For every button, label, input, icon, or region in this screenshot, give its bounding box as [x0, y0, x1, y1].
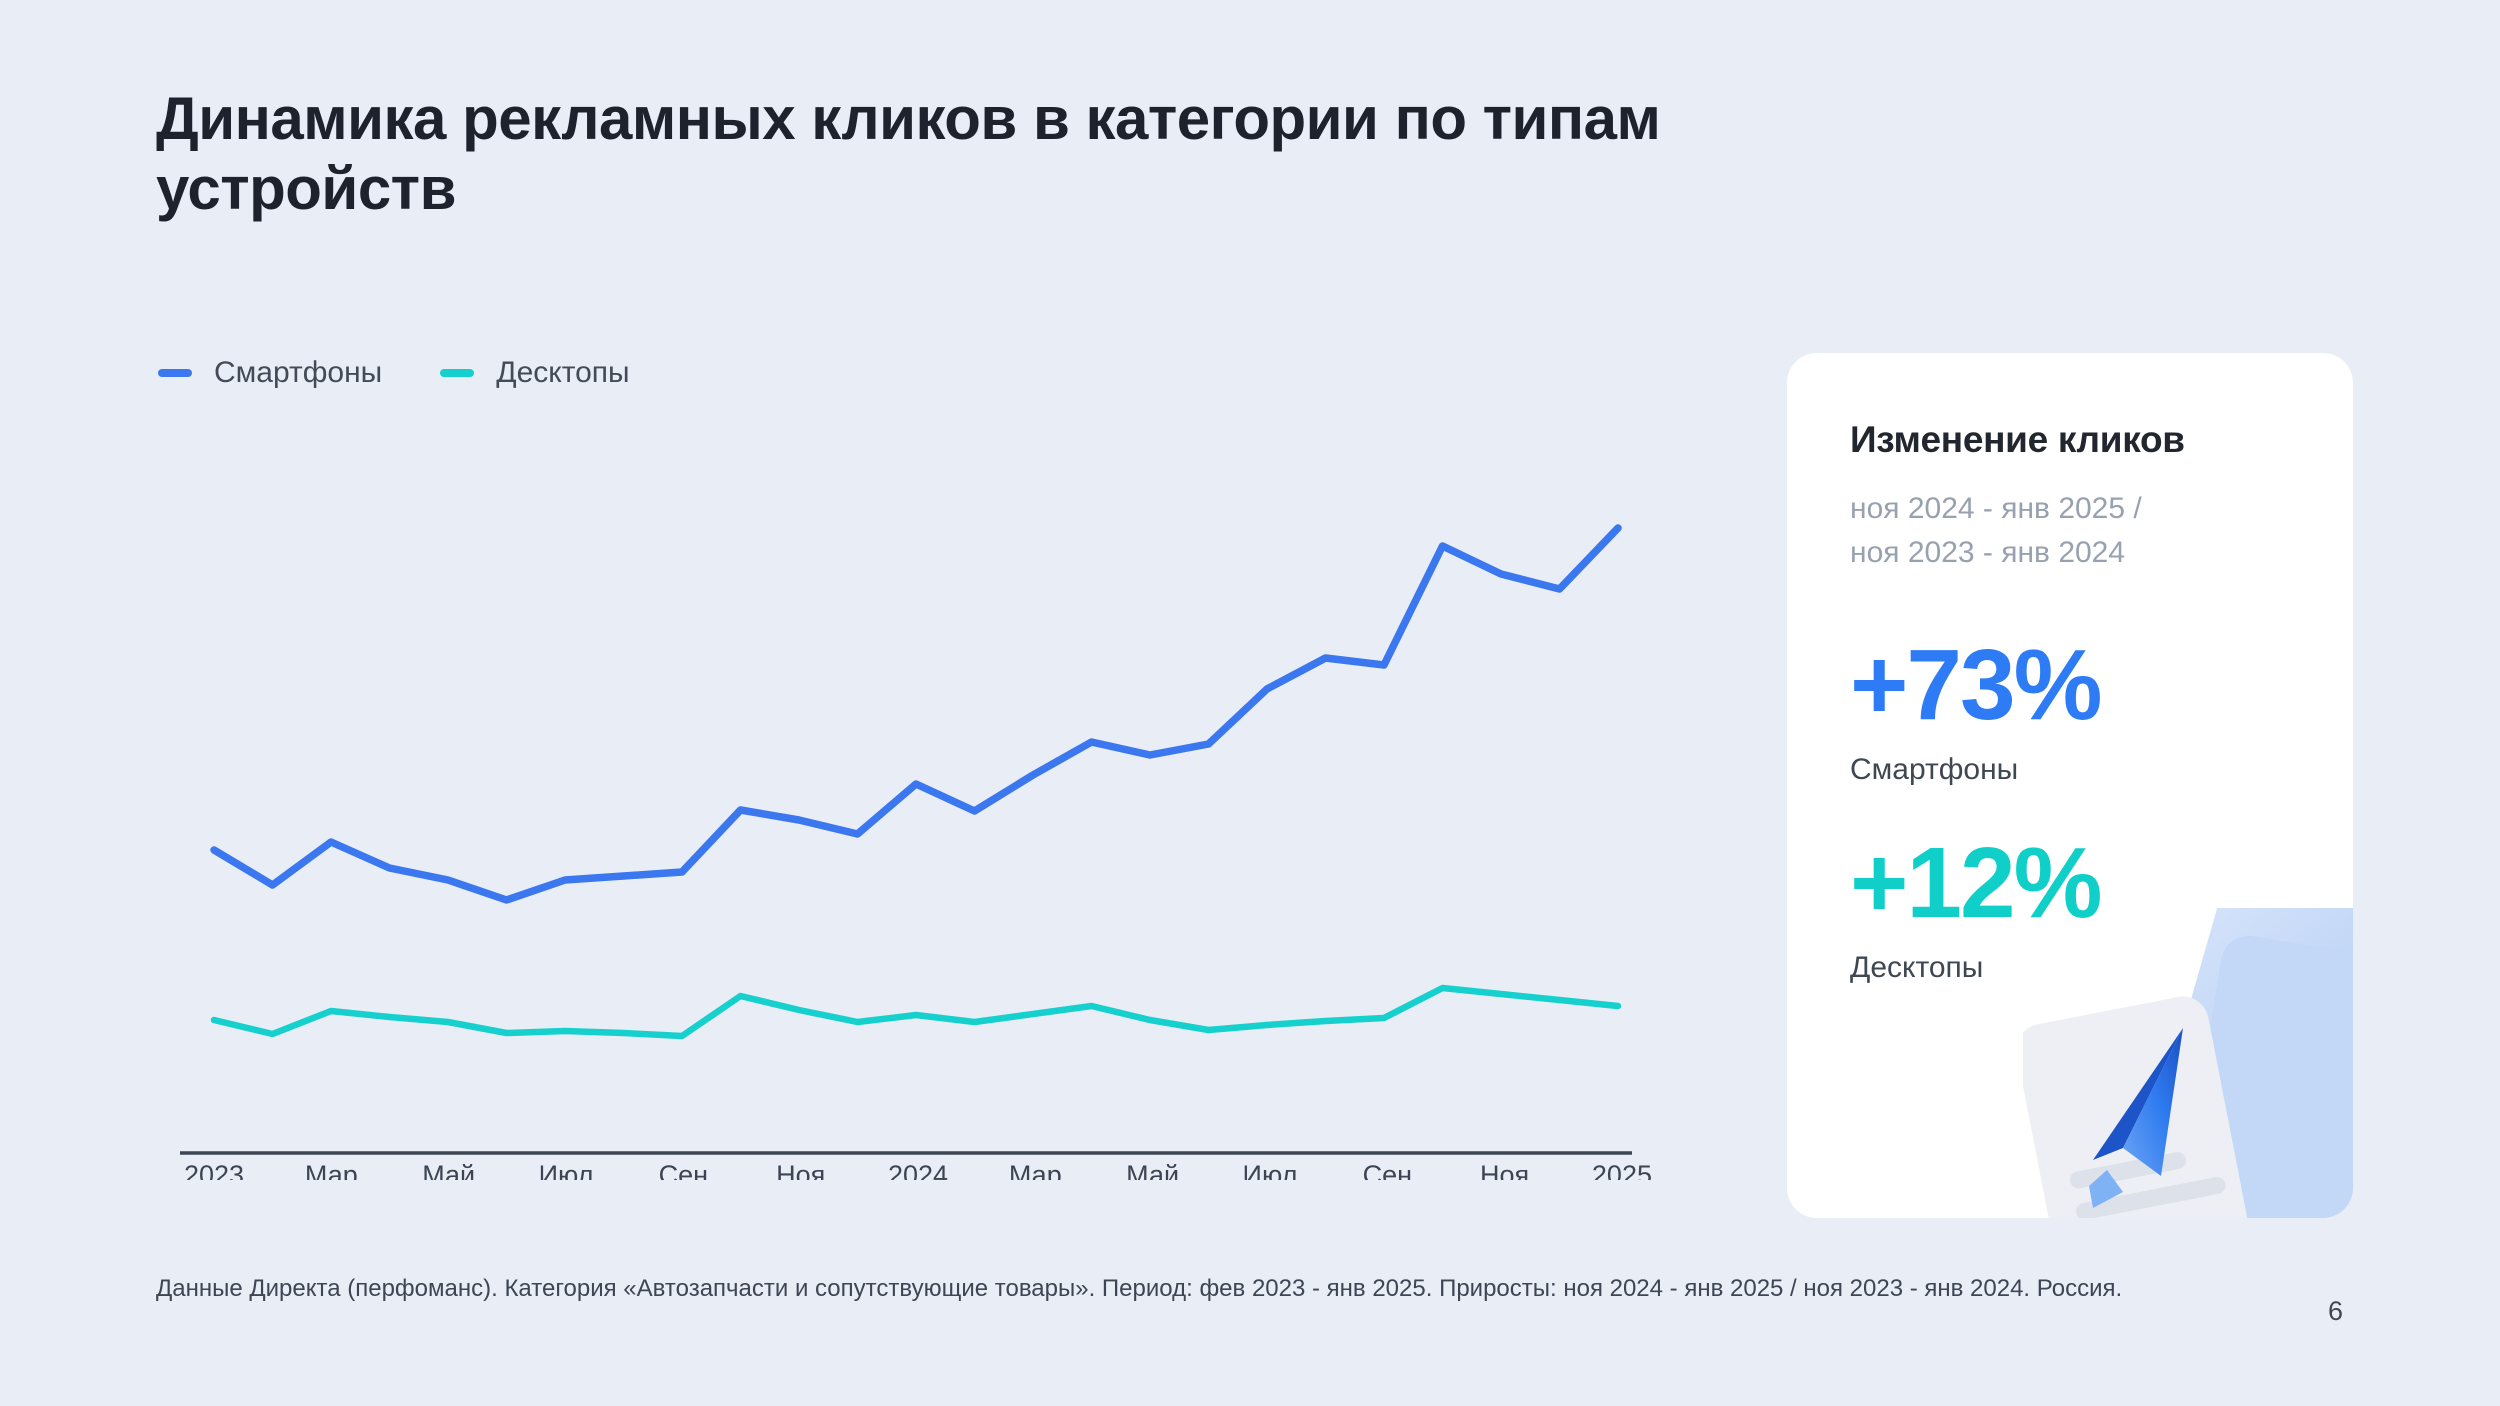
stats-card: Изменение кликов ноя 2024 - янв 2025 / н…	[1787, 353, 2353, 1218]
stats-card-heading: Изменение кликов	[1850, 419, 2185, 460]
legend-item-smartphones: Смартфоны	[158, 356, 382, 390]
stats-period-line1: ноя 2024 - янв 2025 /	[1850, 492, 2142, 525]
x-tick-label: Июл	[1243, 1160, 1298, 1180]
series-line-smartphones	[210, 524, 1622, 904]
x-tick-label: Ноя	[776, 1160, 825, 1180]
legend-label-desktops: Десктопы	[496, 356, 630, 389]
series-line-desktops	[210, 984, 1622, 1040]
stat-smartphones: +73% Смартфоны	[1850, 635, 2313, 787]
stat-value-smartphones: +73%	[1850, 629, 2103, 741]
stat-label-smartphones: Смартфоны	[1850, 753, 2019, 786]
page-number: 6	[2327, 1296, 2343, 1326]
x-tick-label: Май	[422, 1160, 475, 1180]
desktops-line-swatch-icon	[440, 369, 475, 377]
x-tick-label: Мар	[1009, 1160, 1062, 1180]
x-tick-label: Мар	[305, 1160, 358, 1180]
smartphones-line-swatch-icon	[158, 369, 192, 377]
x-tick-label: 2025	[1592, 1160, 1652, 1180]
x-tick-label: Сен	[1363, 1160, 1412, 1180]
stats-period-line2: ноя 2023 - янв 2024	[1850, 536, 2126, 569]
x-tick-label: Май	[1126, 1160, 1179, 1180]
chart-legend: Смартфоны Десктопы	[158, 356, 630, 390]
legend-label-smartphones: Смартфоны	[214, 356, 383, 389]
x-tick-label: Сен	[659, 1160, 708, 1180]
clicks-line-chart: 2023 Мар Май Июл Сен Ноя 2024 Мар Май Июл Сен Ноя 20…	[180, 524, 1652, 1180]
x-tick-label: 2023	[184, 1160, 244, 1180]
paper-plane-cursor-icon	[2089, 1028, 2183, 1208]
x-tick-label: 2024	[888, 1160, 948, 1180]
stat-label-desktops: Десктопы	[1850, 951, 1984, 984]
footer-note: Данные Директа (перфоманс). Категория «А…	[156, 1275, 2123, 1302]
page-title: Динамика рекламных кликов в категории по…	[156, 85, 1661, 223]
folder-documents-illustration	[2023, 908, 2353, 1218]
x-tick-label: Июл	[539, 1160, 594, 1180]
x-tick-label: Ноя	[1480, 1160, 1529, 1180]
stat-desktops: +12% Десктопы	[1850, 833, 2313, 985]
legend-item-desktops: Десктопы	[440, 356, 630, 390]
stat-value-desktops: +12%	[1850, 827, 2103, 939]
